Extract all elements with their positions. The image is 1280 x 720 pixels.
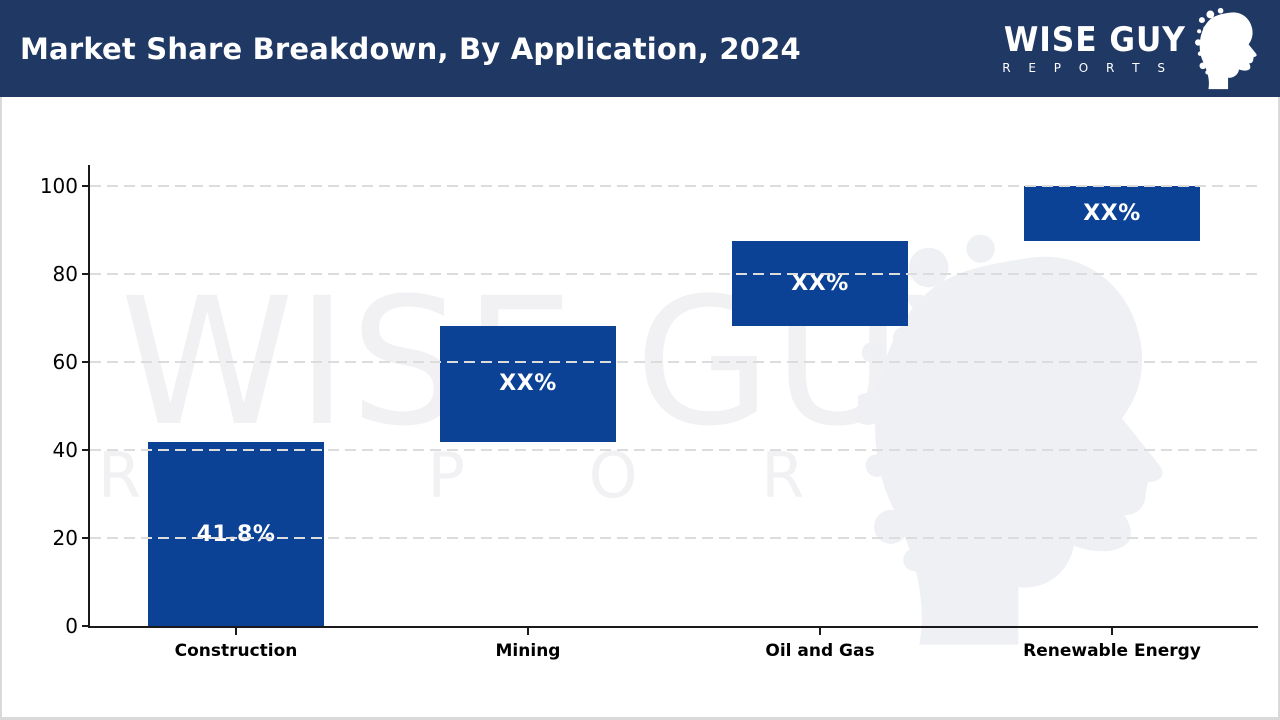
- brand-logo-text: WISE GUY R E P O R T S: [988, 23, 1186, 74]
- y-axis-tick-label: 20: [52, 526, 78, 550]
- x-axis-category-label: Mining: [495, 641, 561, 661]
- chart-figure: WISE GUY R E P O R T S 0 20 40 60 80 100 41.8%…: [0, 97, 1280, 720]
- x-axis-tick: [235, 628, 237, 635]
- brand-name: WISE GUY: [1003, 20, 1186, 60]
- x-axis-category-label: Oil and Gas: [765, 641, 875, 661]
- y-axis-tick: [82, 273, 90, 275]
- y-axis-tick: [82, 449, 90, 451]
- brand-subtitle: R E P O R T S: [1002, 61, 1172, 75]
- x-axis-category-label: Renewable Energy: [1023, 641, 1201, 661]
- y-axis-tick: [82, 361, 90, 363]
- y-axis-line: [88, 165, 90, 628]
- x-axis-tick: [527, 628, 529, 635]
- x-axis-category-label: Construction: [174, 641, 298, 661]
- bar-renewable-energy: XX%: [1024, 186, 1200, 242]
- y-axis-tick-label: 0: [65, 614, 78, 638]
- page-title: Market Share Breakdown, By Application, …: [20, 31, 801, 66]
- bar-value-label: XX%: [1083, 201, 1141, 227]
- y-axis-tick: [82, 537, 90, 539]
- y-axis-tick: [82, 185, 90, 187]
- dotted-face-logo-icon: [1192, 7, 1266, 91]
- brand-logo: WISE GUY R E P O R T S: [988, 7, 1266, 91]
- bar-construction: 41.8%: [148, 442, 324, 626]
- y-axis-tick-label: 40: [52, 438, 78, 462]
- x-axis-tick: [819, 628, 821, 635]
- x-axis-line: [90, 626, 1258, 628]
- header-bar: Market Share Breakdown, By Application, …: [0, 0, 1280, 97]
- x-axis-tick: [1111, 628, 1113, 635]
- bar-value-label: XX%: [791, 271, 849, 297]
- y-axis-tick-label: 100: [39, 174, 78, 198]
- y-axis-tick: [82, 625, 90, 627]
- bar-value-label: XX%: [499, 371, 557, 397]
- bar-value-label: 41.8%: [196, 521, 276, 547]
- y-axis-tick-label: 60: [52, 350, 78, 374]
- bar-mining: XX%: [440, 325, 616, 443]
- y-axis-tick-label: 80: [52, 262, 78, 286]
- bar-oil-and-gas: XX%: [732, 241, 908, 326]
